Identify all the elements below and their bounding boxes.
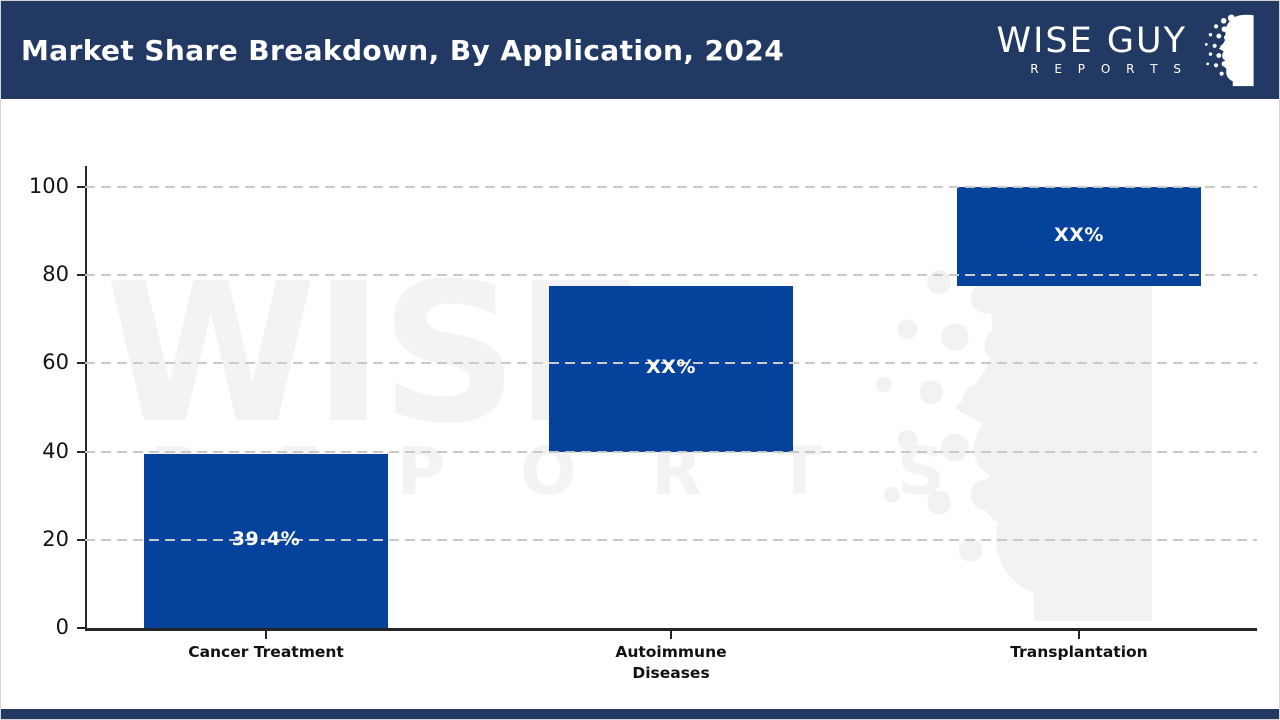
gridline-60 — [85, 362, 1257, 365]
y-tick-40 — [77, 450, 85, 453]
y-tick-label-80: 80 — [42, 262, 69, 287]
bar-value-label: 39.4% — [231, 528, 301, 551]
waterfall-chart: 0 20 40 60 80 100 39.4% Cancer Treatment XX% Auto… — [1, 99, 1279, 711]
page-title: Market Share Breakdown, By Application, … — [21, 33, 785, 67]
x-tick — [670, 631, 672, 639]
y-tick-0 — [77, 627, 85, 629]
gridline-100 — [85, 186, 1257, 188]
y-tick-label-40: 40 — [42, 438, 69, 463]
x-tick — [265, 631, 267, 639]
x-category-label: Autoimmune Diseases — [615, 643, 727, 682]
y-tick-20 — [77, 538, 85, 541]
y-tick-label-0: 0 — [55, 615, 69, 639]
logo-face-icon — [1204, 14, 1254, 87]
gridline-20 — [85, 538, 1257, 541]
logo-wordmark-line1: WISE GUY — [996, 21, 1187, 61]
y-tick-label-20: 20 — [42, 526, 69, 551]
bar-value-label: XX% — [646, 355, 696, 378]
y-tick-80 — [77, 274, 85, 277]
bar-segment — [144, 454, 388, 628]
bar-value-label: XX% — [1054, 223, 1104, 246]
x-category-label: Cancer Treatment — [188, 643, 344, 661]
logo-wordmark-line2: R E P O R T S — [1030, 62, 1187, 76]
gridline-40 — [85, 450, 1257, 453]
footer-bar — [1, 709, 1279, 719]
y-tick-100 — [77, 186, 85, 188]
x-tick — [1078, 631, 1080, 639]
logo-wordmark: WISE GUY R E P O R T S — [996, 21, 1187, 77]
y-tick-label-60: 60 — [42, 350, 69, 375]
header: Market Share Breakdown, By Application, … — [1, 1, 1279, 99]
gridline-80 — [85, 274, 1257, 277]
bar-segment — [957, 187, 1201, 287]
x-axis-line — [85, 628, 1257, 631]
x-category-label: Transplantation — [1010, 643, 1148, 661]
wise-guy-logo: WISE GUY R E P O R T S — [996, 13, 1255, 87]
y-tick-60 — [77, 362, 85, 365]
y-tick-label-100: 100 — [28, 174, 69, 198]
y-axis-line — [85, 166, 87, 630]
bar-segment — [549, 286, 793, 452]
